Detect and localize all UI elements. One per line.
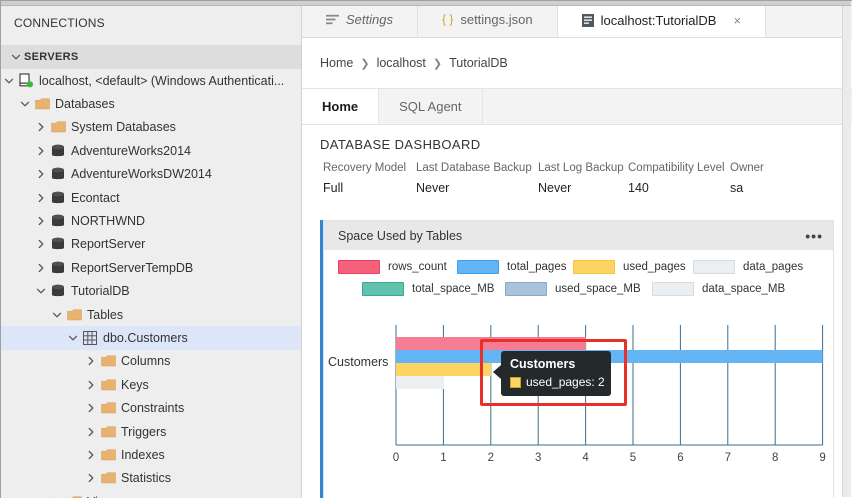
svg-text:9: 9 [819,452,825,464]
svg-text:0: 0 [393,452,399,464]
svg-text:5: 5 [630,452,636,464]
svg-text:6: 6 [677,452,683,464]
svg-text:2: 2 [488,452,494,464]
svg-text:8: 8 [772,452,778,464]
svg-text:1: 1 [440,452,446,464]
svg-text:4: 4 [582,452,589,464]
svg-text:7: 7 [725,452,731,464]
svg-text:3: 3 [535,452,541,464]
